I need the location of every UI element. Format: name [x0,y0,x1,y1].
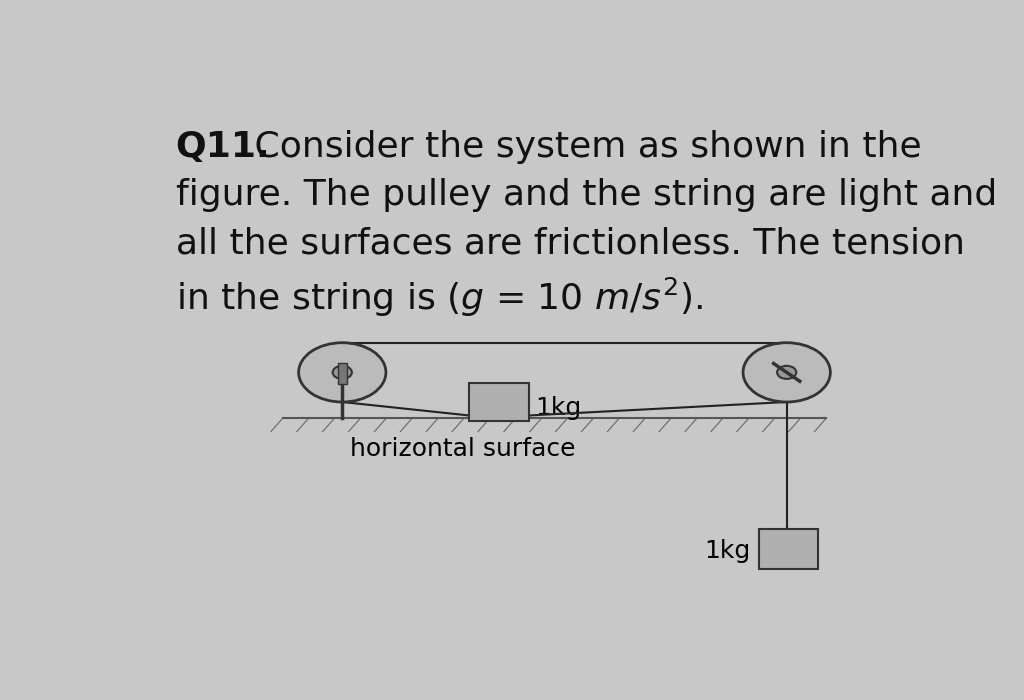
Circle shape [777,366,797,379]
Text: Consider the system as shown in the: Consider the system as shown in the [243,130,922,164]
Bar [759,528,818,569]
Text: 1kg: 1kg [705,539,751,563]
Text: figure. The pulley and the string are light and: figure. The pulley and the string are li… [176,178,997,212]
Text: horizontal surface: horizontal surface [350,437,575,461]
Bar [338,363,347,384]
Circle shape [333,366,352,379]
Circle shape [743,343,830,402]
Text: all the surfaces are frictionless. The tension: all the surfaces are frictionless. The t… [176,227,965,261]
Text: 1kg: 1kg [536,396,582,421]
Circle shape [299,343,386,402]
Bar [469,383,528,421]
Text: in the string is ($g$ = 10 $m/s^2$).: in the string is ($g$ = 10 $m/s^2$). [176,275,702,318]
Text: Q11.: Q11. [176,130,270,164]
